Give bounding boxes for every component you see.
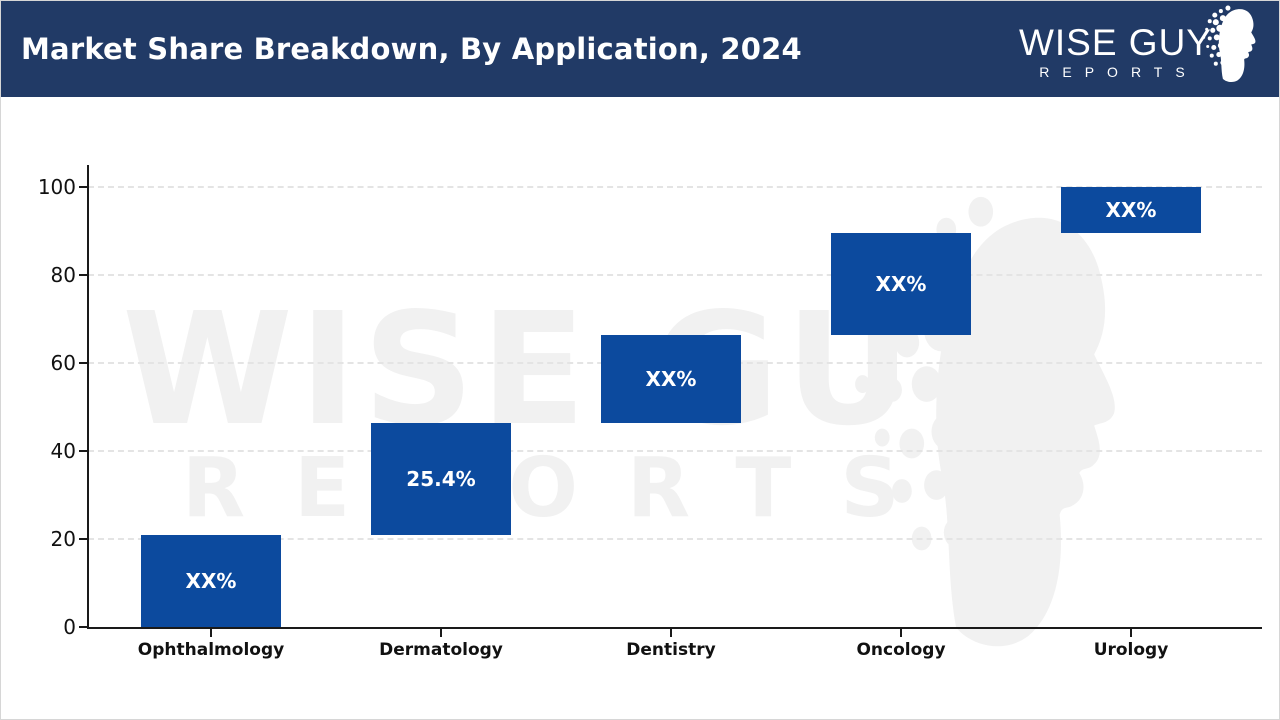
y-tick-20	[79, 538, 87, 540]
x-label-ophthalmology: Ophthalmology	[137, 640, 285, 660]
x-tick-urology	[1130, 629, 1132, 637]
y-tick-label-60: 60	[50, 351, 76, 375]
chart-title: Market Share Breakdown, By Application, …	[21, 31, 802, 66]
gridline-y-40	[88, 450, 1262, 452]
x-label-oncology: Oncology	[856, 640, 946, 660]
y-tick-60	[79, 362, 87, 364]
bar-ophthalmology: XX%	[141, 534, 281, 627]
bar-urology: XX%	[1061, 187, 1201, 233]
logo-wordmark: WISE GUY	[1018, 22, 1212, 63]
y-axis	[87, 165, 89, 629]
y-tick-40	[79, 450, 87, 452]
y-tick-80	[79, 274, 87, 276]
x-tick-oncology	[900, 629, 902, 637]
gridline-y-100	[88, 186, 1262, 188]
logo-dotface-icon	[1196, 4, 1268, 94]
y-tick-label-0: 0	[63, 615, 76, 639]
x-tick-ophthalmology	[210, 629, 212, 637]
x-tick-dermatology	[440, 629, 442, 637]
gridline-y-80	[88, 274, 1262, 276]
bar-dermatology: 25.4%	[371, 422, 511, 535]
bar-dentistry: XX%	[601, 334, 741, 423]
bar-value-label-urology: XX%	[1105, 197, 1157, 222]
x-label-urology: Urology	[1093, 640, 1169, 660]
x-label-dermatology: Dermatology	[379, 640, 503, 660]
bar-value-label-ophthalmology: XX%	[185, 568, 237, 593]
bar-value-label-oncology: XX%	[875, 271, 927, 296]
x-axis	[87, 627, 1262, 629]
x-label-dentistry: Dentistry	[626, 640, 716, 660]
y-tick-label-20: 20	[50, 527, 76, 551]
watermark-text-reports: REPORTS	[182, 441, 949, 536]
bar-oncology: XX%	[831, 232, 971, 335]
y-tick-label-100: 100	[37, 175, 76, 199]
y-tick-100	[79, 186, 87, 188]
logo-subtitle: REPORTS	[1039, 64, 1198, 80]
gridline-y-20	[88, 538, 1262, 540]
logo-text: WISE GUY REPORTS	[1019, 24, 1212, 80]
header-bar: Market Share Breakdown, By Application, …	[0, 0, 1280, 97]
bar-value-label-dermatology: 25.4%	[406, 466, 476, 491]
y-tick-label-40: 40	[50, 439, 76, 463]
y-tick-0	[79, 626, 87, 628]
y-tick-label-80: 80	[50, 263, 76, 287]
bar-value-label-dentistry: XX%	[645, 366, 697, 391]
x-tick-dentistry	[670, 629, 672, 637]
wise-guy-reports-logo: WISE GUY REPORTS	[1019, 4, 1268, 94]
